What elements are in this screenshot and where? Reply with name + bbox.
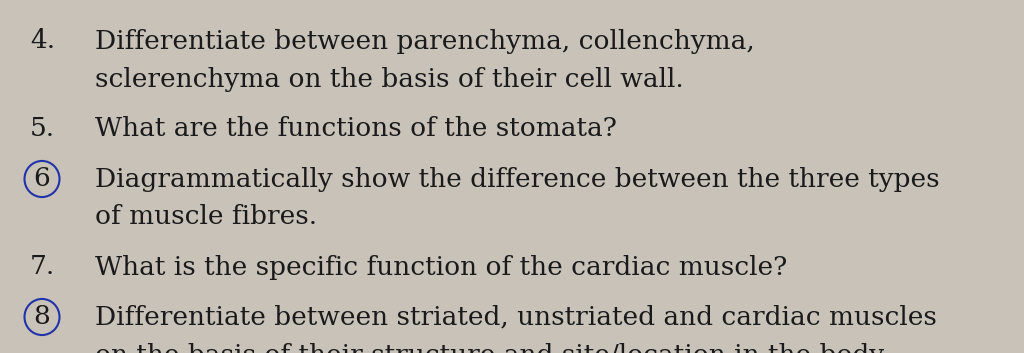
Text: 8: 8 [34, 305, 50, 329]
Text: 4.: 4. [30, 29, 55, 54]
Text: 7.: 7. [30, 255, 55, 280]
Text: on the basis of their structure and site/location in the body.: on the basis of their structure and site… [95, 342, 889, 353]
Text: What are the functions of the stomata?: What are the functions of the stomata? [95, 116, 616, 142]
Text: What is the specific function of the cardiac muscle?: What is the specific function of the car… [95, 255, 787, 280]
Text: 5.: 5. [30, 116, 55, 142]
Text: Differentiate between striated, unstriated and cardiac muscles: Differentiate between striated, unstriat… [95, 305, 937, 329]
Text: Differentiate between parenchyma, collenchyma,: Differentiate between parenchyma, collen… [95, 29, 755, 54]
Text: Diagrammatically show the difference between the three types: Diagrammatically show the difference bet… [95, 167, 940, 191]
Text: of muscle fibres.: of muscle fibres. [95, 204, 317, 229]
Text: 6: 6 [34, 167, 50, 191]
Text: sclerenchyma on the basis of their cell wall.: sclerenchyma on the basis of their cell … [95, 66, 684, 91]
